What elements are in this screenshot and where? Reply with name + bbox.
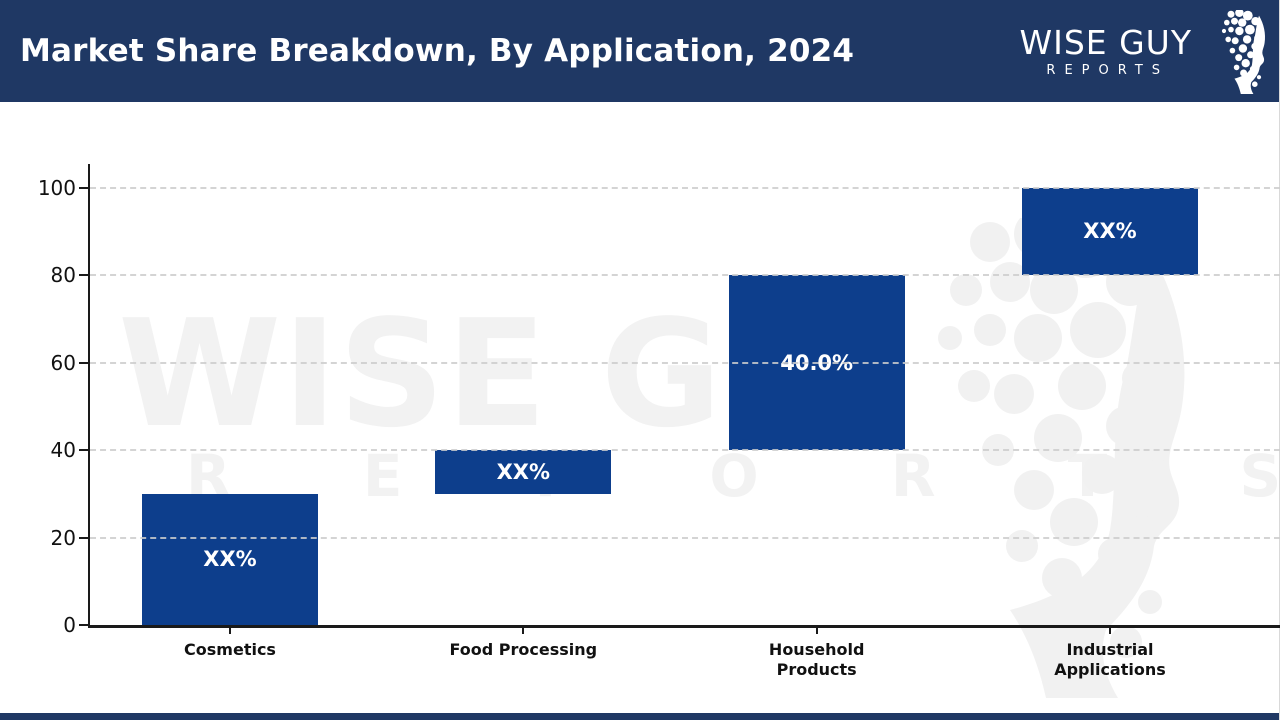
x-tick-1 bbox=[522, 625, 525, 634]
y-tick-label-0: 0 bbox=[63, 613, 76, 637]
y-tick-label-40: 40 bbox=[50, 438, 76, 462]
brand-logo: WISE GUY REPORTS bbox=[1019, 6, 1266, 98]
page-title: Market Share Breakdown, By Application, … bbox=[20, 33, 855, 69]
y-tick-label-80: 80 bbox=[50, 263, 76, 287]
bar-value-label: XX% bbox=[203, 547, 257, 572]
y-tick-20 bbox=[79, 536, 88, 539]
x-tick-2 bbox=[815, 625, 818, 634]
brand-subtitle: REPORTS bbox=[1046, 63, 1170, 78]
footer-bar bbox=[0, 713, 1280, 720]
bar-value-label: XX% bbox=[1083, 219, 1137, 244]
y-tick-0 bbox=[79, 624, 88, 626]
x-tick-3 bbox=[1108, 625, 1111, 634]
gridline-60 bbox=[90, 361, 1280, 364]
brand-name: WISE GUY bbox=[1019, 23, 1192, 62]
x-tick-0 bbox=[229, 625, 231, 634]
y-axis-line bbox=[88, 164, 90, 627]
y-tick-label-100: 100 bbox=[37, 175, 76, 200]
y-tick-80 bbox=[79, 274, 88, 276]
y-tick-100 bbox=[79, 186, 88, 189]
gridline-20 bbox=[90, 536, 1280, 539]
y-tick-60 bbox=[79, 361, 88, 364]
x-category-label-0: Cosmetics bbox=[184, 640, 276, 659]
x-axis-line bbox=[88, 625, 1280, 628]
y-tick-label-20: 20 bbox=[50, 525, 76, 550]
bar-value-label: XX% bbox=[496, 459, 551, 484]
x-category-label-1: Food Processing bbox=[449, 640, 598, 659]
x-category-label-2: Household Products bbox=[768, 640, 865, 679]
bar-cosmetics: XX% bbox=[142, 493, 318, 625]
y-tick-label-60: 60 bbox=[50, 350, 76, 375]
x-category-label-3: Industrial Applications bbox=[1054, 640, 1166, 679]
y-tick-40 bbox=[79, 449, 88, 451]
gridline-100 bbox=[90, 186, 1280, 189]
watermark-text-line1: WISE GU bbox=[118, 288, 845, 460]
gridline-80 bbox=[90, 274, 1280, 276]
gridline-40 bbox=[90, 449, 1280, 451]
bar-industrial-applications: XX% bbox=[1021, 187, 1198, 275]
bar-food-processing: XX% bbox=[435, 450, 612, 494]
header-bar: Market Share Breakdown, By Application, … bbox=[0, 0, 1280, 102]
